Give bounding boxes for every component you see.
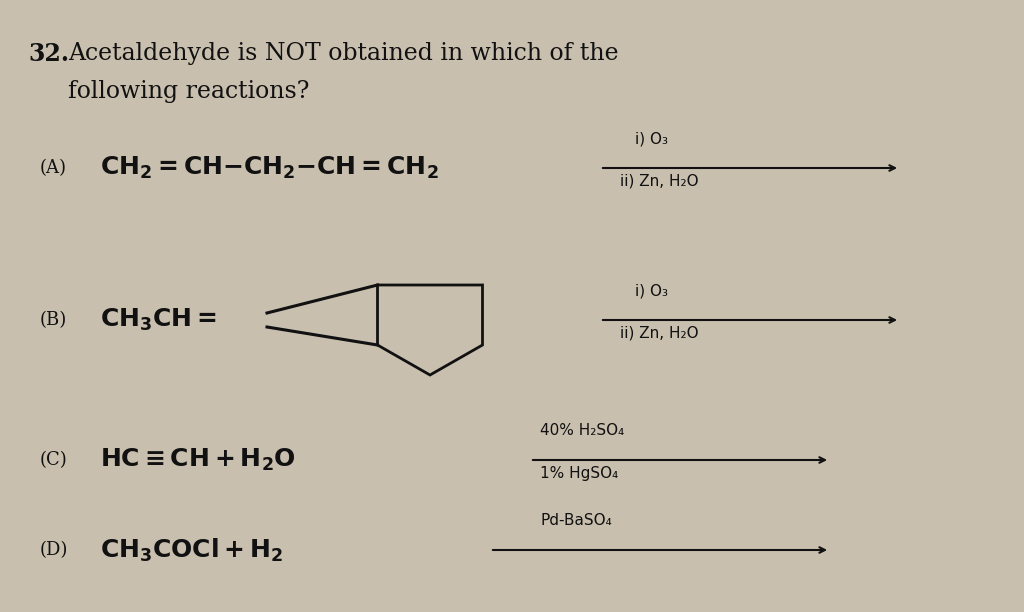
Text: following reactions?: following reactions? [68,80,309,103]
Text: $\mathbf{CH_3CH{=}}$: $\mathbf{CH_3CH{=}}$ [100,307,217,333]
Text: 32.: 32. [28,42,69,66]
Text: (D): (D) [40,541,69,559]
Text: ii) Zn, H₂O: ii) Zn, H₂O [620,174,698,189]
Text: i) O₃: i) O₃ [635,131,668,146]
Text: $\mathbf{HC{\equiv}CH + H_2O}$: $\mathbf{HC{\equiv}CH + H_2O}$ [100,447,296,473]
Text: Pd-BaSO₄: Pd-BaSO₄ [540,513,611,528]
Text: (B): (B) [40,311,68,329]
Text: $\mathbf{CH_2{=}CH{-}CH_2{-}CH{=}CH_2}$: $\mathbf{CH_2{=}CH{-}CH_2{-}CH{=}CH_2}$ [100,155,438,181]
Text: i) O₃: i) O₃ [635,283,668,298]
Text: 1% HgSO₄: 1% HgSO₄ [540,466,618,481]
Text: ii) Zn, H₂O: ii) Zn, H₂O [620,326,698,341]
Text: Acetaldehyde is NOT obtained in which of the: Acetaldehyde is NOT obtained in which of… [68,42,618,65]
Text: (A): (A) [40,159,67,177]
Text: $\mathbf{CH_3COCl + H_2}$: $\mathbf{CH_3COCl + H_2}$ [100,536,284,564]
Text: 40% H₂SO₄: 40% H₂SO₄ [540,423,625,438]
Text: (C): (C) [40,451,68,469]
